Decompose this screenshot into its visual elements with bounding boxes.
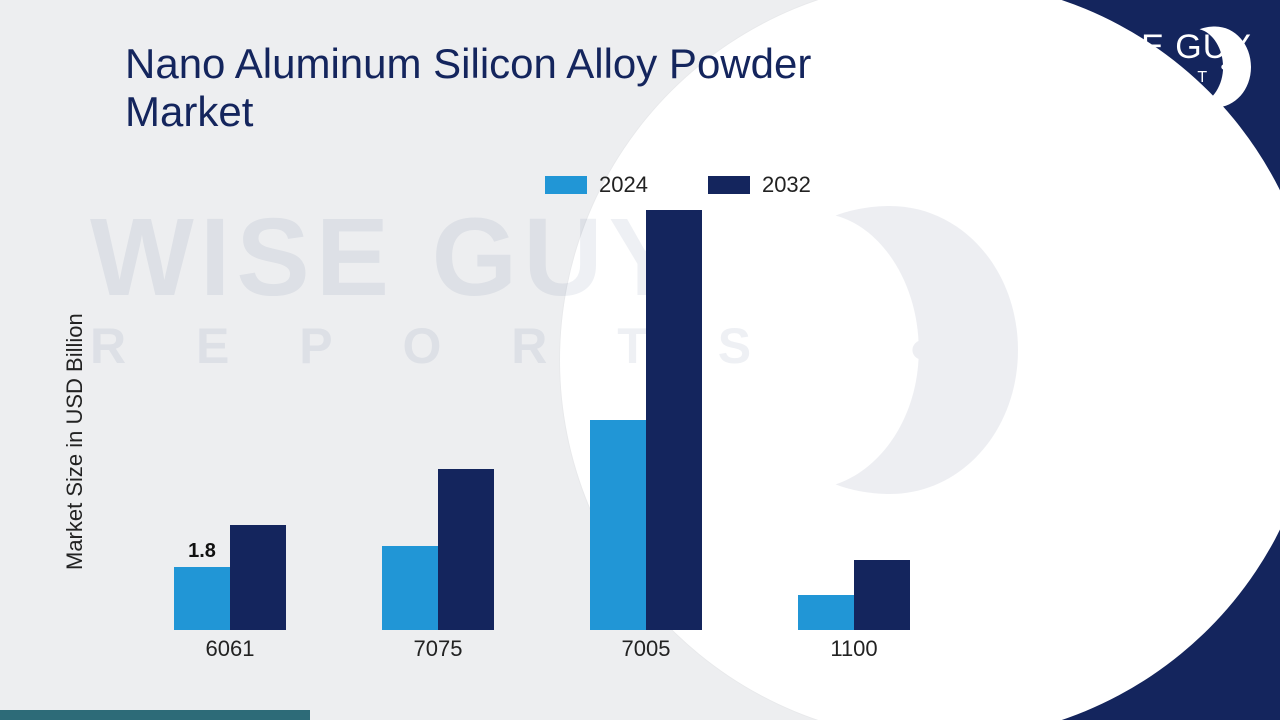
- x-tick-label: 6061: [206, 636, 255, 662]
- legend-swatch-2032: [708, 176, 750, 194]
- value-label: 1.8: [188, 540, 216, 563]
- legend: 2024 2032: [545, 172, 811, 198]
- chart-stage: WISE GUY R E P O R T S Nano Aluminum Sili…: [0, 0, 1280, 720]
- x-tick-label: 7075: [414, 636, 463, 662]
- legend-item-2032: 2032: [708, 172, 811, 198]
- bar: [174, 567, 230, 630]
- legend-label-2032: 2032: [762, 172, 811, 198]
- bar: [230, 525, 286, 630]
- bar: [854, 560, 910, 630]
- bar: [646, 210, 702, 630]
- footer-accent-bar: [0, 710, 310, 720]
- x-tick-label: 1100: [830, 636, 877, 662]
- y-axis-label: Market Size in USD Billion: [62, 313, 88, 570]
- bar: [438, 469, 494, 630]
- bar: [590, 420, 646, 630]
- bar: [798, 595, 854, 630]
- x-tick-label: 7005: [622, 636, 671, 662]
- legend-item-2024: 2024: [545, 172, 648, 198]
- x-axis-labels: 6061 7075 7005 1100: [150, 636, 950, 666]
- brand-line1: WISE GUY: [1019, 28, 1252, 67]
- chart-title: Nano Aluminum Silicon Alloy Powder Marke…: [125, 40, 865, 137]
- legend-swatch-2024: [545, 176, 587, 194]
- brand-line2: R E P O R T S: [1019, 69, 1252, 87]
- bar: [382, 546, 438, 630]
- legend-label-2024: 2024: [599, 172, 648, 198]
- plot-area: 1.8: [150, 210, 950, 630]
- brand-logo: WISE GUY R E P O R T S: [1019, 28, 1252, 87]
